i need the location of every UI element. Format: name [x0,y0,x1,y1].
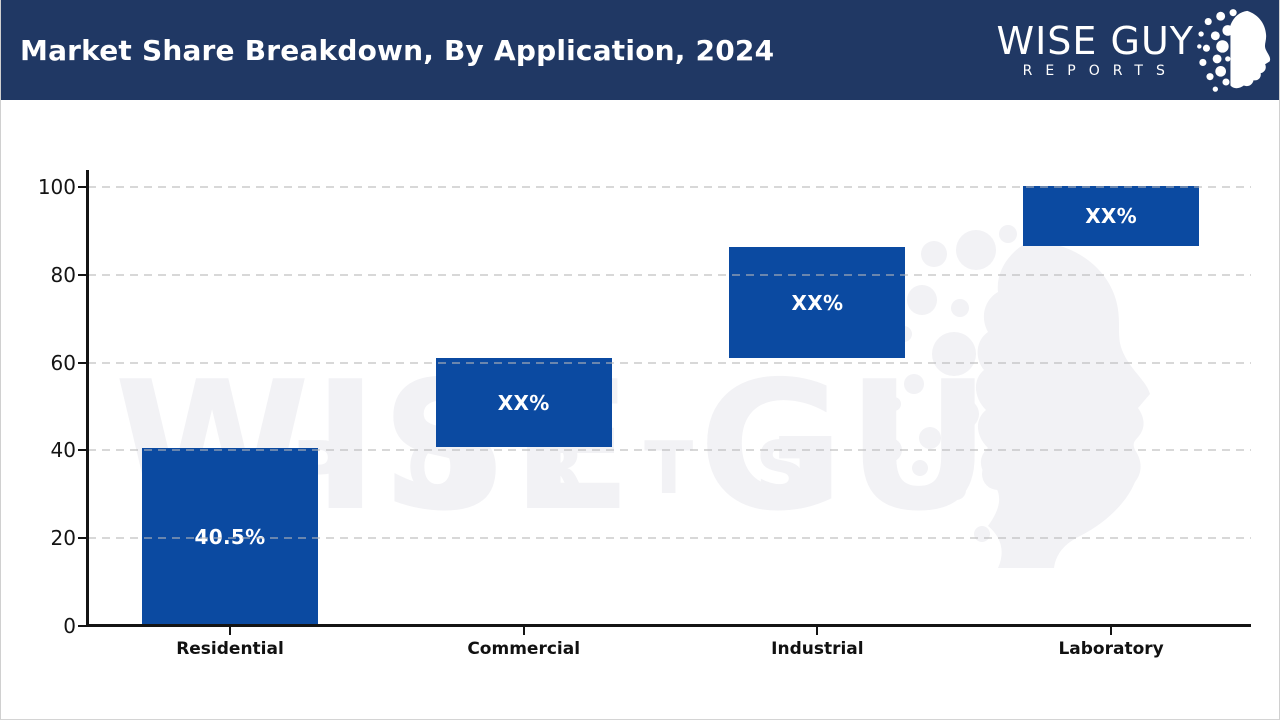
y-tick-label-100: 100 [37,175,76,199]
bar-industrial: XX% [729,247,906,359]
y-tick-mark-60 [78,361,86,364]
y-tick-mark-20 [78,537,86,540]
category-label-laboratory: Laboratory [1058,639,1164,659]
x-tick-mark-industrial [816,627,819,635]
wiseguy-logo-wordmark: WISE GUY [996,18,1194,63]
y-tick-label-80: 80 [50,262,76,287]
bar-value-label: XX% [791,290,844,315]
wiseguy-head-icon [1197,9,1271,92]
bar-value-label: 40.5% [194,525,266,550]
x-tick-mark-laboratory [1110,627,1113,635]
wiseguy-logo-text: WISE GUY REPORTS [997,22,1194,79]
bar-value-label: XX% [1085,203,1137,228]
x-tick-mark-residential [229,627,231,635]
y-tick-label-60: 60 [50,350,76,375]
bar-laboratory: XX% [1023,186,1200,246]
y-axis-line [86,170,89,627]
y-tick-label-20: 20 [50,526,76,551]
y-tick-mark-0 [78,625,86,627]
watermark-head-icon [878,225,1150,569]
x-axis-line [86,624,1251,627]
y-tick-label-0: 0 [63,614,76,638]
bar-residential: 40.5% [142,448,318,626]
category-label-industrial: Industrial [771,639,864,659]
bar-value-label: XX% [497,390,550,415]
chart-area: WISE GUY PORTS 0 20 40 60 80 100 40.5% Resident… [0,100,1280,720]
category-label-commercial: Commercial [467,639,581,659]
y-tick-label-40: 40 [50,438,76,463]
category-label-residential: Residential [176,639,284,659]
wiseguy-logo-reports-label: REPORTS [1022,62,1178,79]
x-tick-mark-commercial [522,627,525,635]
wiseguy-logo: WISE GUY REPORTS [997,0,1274,100]
bar-commercial: XX% [435,358,612,448]
header-bar: Market Share Breakdown, By Application, … [0,0,1280,100]
y-tick-mark-100 [78,186,86,188]
y-tick-mark-40 [78,449,86,452]
y-tick-mark-80 [78,273,86,276]
page-title: Market Share Breakdown, By Application, … [20,33,775,67]
